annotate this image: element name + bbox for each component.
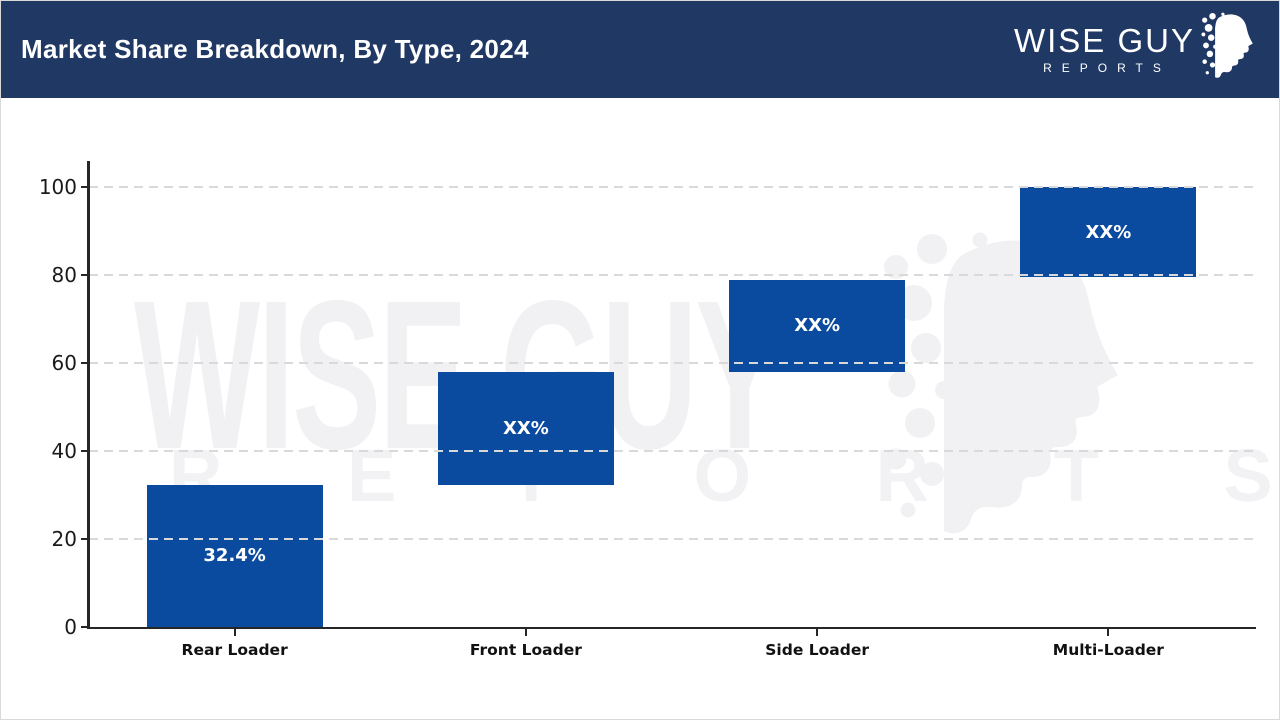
bar-rear-loader: 32.4% [146,484,323,627]
watermark-head-icon [881,232,1118,534]
x-tick-mark [1107,628,1110,636]
y-tick-label: 80 [51,263,77,288]
logo-wordmark: WISE GUY [1013,21,1195,59]
y-tick-mark [81,450,89,453]
y-tick-mark [81,274,89,277]
y-axis-line [87,161,90,629]
x-axis-category-label: Multi-Loader [1052,641,1164,659]
gridline-60 [89,362,1254,365]
chart-title: Market Share Breakdown, By Type, 2024 [21,34,529,64]
y-tick-label: 20 [51,527,77,552]
bar-value-label: XX% [794,315,841,337]
y-tick-mark [81,538,89,541]
y-tick-label: 0 [64,615,77,639]
bar-side-loader: XX% [729,279,906,372]
y-tick-label: 100 [38,175,77,200]
bar-value-label: 32.4% [203,545,266,567]
y-tick-label: 60 [51,351,77,376]
x-tick-mark [233,628,236,636]
gridline-80 [89,274,1254,277]
logo-subtitle: REPORTS [1043,61,1171,76]
x-axis-category-label: Side Loader [765,641,869,659]
wise-guy-logo: WISE GUY REPORTS [1014,11,1265,89]
bar-value-label: XX% [1085,221,1132,243]
gridline-40 [89,450,1254,453]
gridline-20 [89,538,1254,541]
y-tick-mark [81,186,89,189]
logo-head-icon [1201,12,1253,78]
x-axis-line [87,626,1256,629]
bar-multi-loader: XX% [1020,187,1197,278]
y-tick-label: 40 [51,439,77,464]
gridline-100 [89,186,1254,189]
x-axis-category-label: Rear Loader [181,641,288,659]
bar-value-label: XX% [502,417,549,439]
bar-front-loader: XX% [437,372,614,485]
y-tick-mark [81,362,89,365]
x-tick-mark [816,628,819,636]
x-axis-category-label: Front Loader [469,641,582,659]
x-tick-mark [524,628,527,636]
header-band: Market Share Breakdown, By Type, 2024 WI… [1,1,1279,98]
y-tick-mark [81,626,89,628]
